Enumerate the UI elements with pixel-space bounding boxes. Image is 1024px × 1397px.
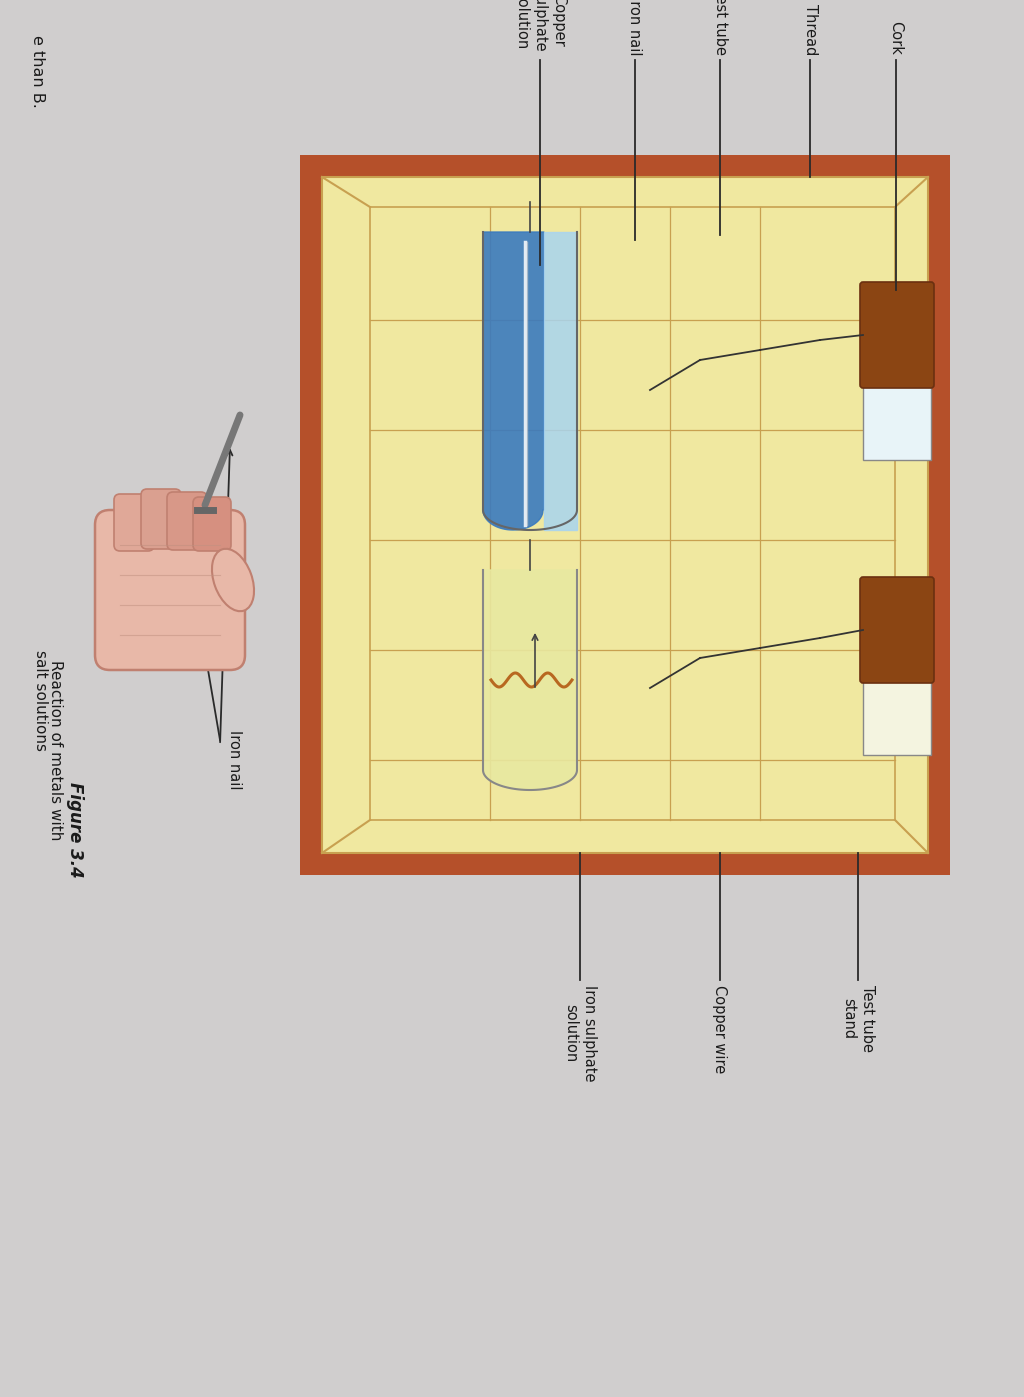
- FancyBboxPatch shape: [114, 495, 154, 550]
- Text: Test tube: Test tube: [713, 0, 727, 54]
- FancyBboxPatch shape: [95, 510, 245, 671]
- FancyBboxPatch shape: [167, 492, 207, 550]
- Ellipse shape: [212, 549, 254, 612]
- Polygon shape: [544, 232, 577, 529]
- FancyBboxPatch shape: [860, 282, 934, 388]
- Polygon shape: [483, 570, 577, 789]
- Text: e than B.: e than B.: [30, 35, 45, 108]
- Text: Reaction of metals with: Reaction of metals with: [47, 659, 62, 840]
- Text: Cork: Cork: [889, 21, 903, 54]
- FancyBboxPatch shape: [141, 489, 181, 549]
- Text: Figure 3.4: Figure 3.4: [66, 782, 84, 877]
- Text: Iron sulphate
solution: Iron sulphate solution: [563, 985, 597, 1081]
- Text: Iron nail: Iron nail: [628, 0, 642, 54]
- Polygon shape: [483, 232, 544, 529]
- FancyBboxPatch shape: [860, 577, 934, 683]
- Text: salt solutions: salt solutions: [33, 650, 47, 750]
- FancyBboxPatch shape: [193, 497, 231, 550]
- Text: Copper wire: Copper wire: [713, 985, 727, 1073]
- Text: Iron nail: Iron nail: [227, 731, 243, 789]
- Text: Test tube
stand: Test tube stand: [841, 985, 874, 1052]
- Text: Copper
sulphate
solution: Copper sulphate solution: [514, 0, 566, 52]
- Text: Thread: Thread: [803, 4, 817, 54]
- Bar: [300, 155, 950, 875]
- Bar: [370, 207, 895, 820]
- Bar: [322, 177, 928, 854]
- Polygon shape: [863, 386, 931, 460]
- Polygon shape: [863, 680, 931, 754]
